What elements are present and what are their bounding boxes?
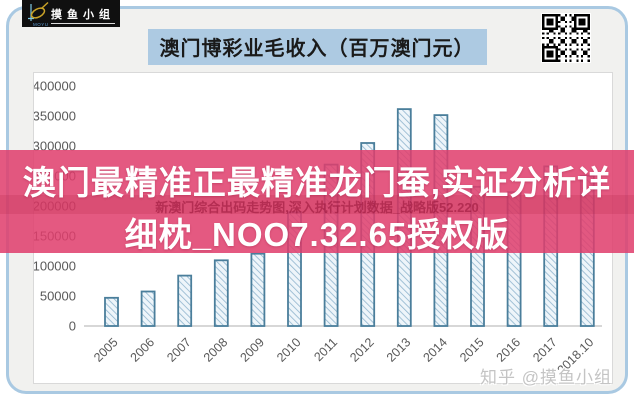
chart-title-row: 澳门博彩业毛收入（百万澳门元） (0, 29, 634, 65)
logo: MOYU 摸鱼小组 (22, 0, 120, 27)
banner-title-line2: 细枕_NOO7.32.65授权版 (124, 216, 510, 253)
logo-latin-text: MOYU (33, 21, 49, 27)
svg-text:2006: 2006 (128, 335, 158, 365)
svg-text:2010: 2010 (274, 335, 304, 365)
watermark: 知乎 @摸鱼小组 (480, 368, 612, 387)
svg-text:400000: 400000 (34, 79, 76, 94)
overlay-banner: 澳门最精准正最精准龙门蚕,实证分析详 新澳门综合出码走势图,深入执行计划数据_战… (0, 150, 634, 253)
svg-text:2007: 2007 (164, 335, 194, 365)
banner-dark-stripe (0, 195, 634, 214)
fish-logo-icon: MOYU (24, 1, 50, 27)
svg-text:350000: 350000 (34, 109, 76, 124)
svg-text:2017: 2017 (530, 335, 560, 365)
svg-text:0: 0 (69, 319, 76, 334)
svg-text:2008: 2008 (201, 335, 231, 365)
svg-text:2015: 2015 (457, 335, 487, 365)
chart-title: 澳门博彩业毛收入（百万澳门元） (147, 29, 487, 65)
svg-text:2013: 2013 (384, 335, 414, 365)
svg-text:2005: 2005 (91, 335, 121, 365)
banner-title-line1: 澳门最精准正最精准龙门蚕,实证分析详 (22, 164, 612, 201)
svg-text:300000: 300000 (34, 139, 76, 154)
svg-text:2014: 2014 (420, 335, 450, 365)
qr-code (541, 13, 591, 63)
banner-subtext: 新澳门综合出码走势图,深入执行计划数据_战略版52.220 (155, 200, 479, 215)
svg-text:100000: 100000 (34, 259, 76, 274)
svg-text:2012: 2012 (347, 335, 377, 365)
svg-text:2016: 2016 (494, 335, 524, 365)
svg-text:50000: 50000 (40, 289, 76, 304)
logo-brand-text: 摸鱼小组 (51, 8, 115, 24)
svg-text:2009: 2009 (237, 335, 267, 365)
svg-text:2011: 2011 (311, 335, 340, 364)
